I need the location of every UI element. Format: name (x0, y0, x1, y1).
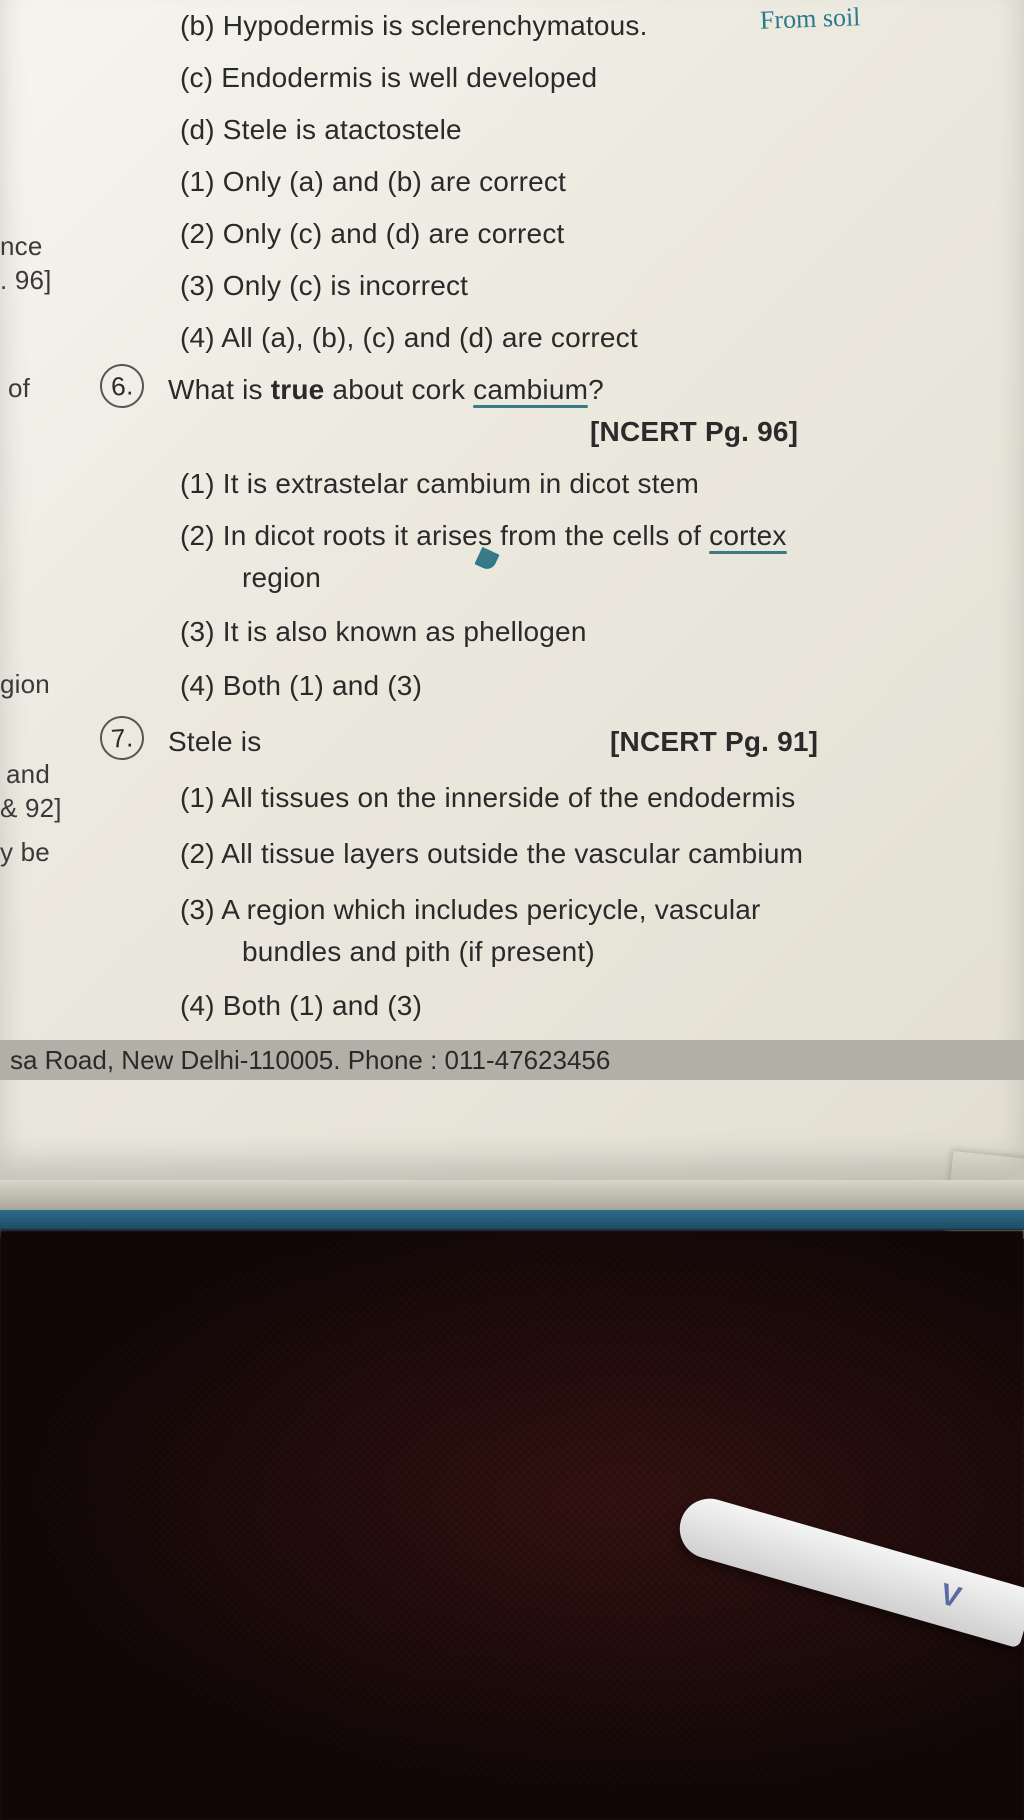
q7-option-2: (2) All tissue layers outside the vascul… (180, 836, 803, 871)
page-content: (b) Hypodermis is sclerenchymatous. From… (0, 0, 1024, 1180)
q7-option-3-line1: (3) A region which includes pericycle, v… (180, 892, 761, 927)
q6-o2-c: the cells of (557, 520, 709, 551)
q7-option-3-line2: bundles and pith (if present) (242, 934, 595, 969)
q6-stem-bold: true (271, 374, 325, 405)
page-stack-edge (0, 1180, 1024, 1210)
q7-option-4: (4) Both (1) and (3) (180, 988, 422, 1023)
q6-o2-a: (2) In dicot roots it (180, 520, 416, 551)
book-cover-edge (0, 1210, 1024, 1230)
q6-option-4: (4) Both (1) and (3) (180, 668, 422, 703)
q7-reference: [NCERT Pg. 91] (610, 724, 818, 759)
margin-cut-1a: nce (0, 230, 43, 263)
background-fabric (0, 1230, 1024, 1820)
q6-option-2-line2: region (242, 560, 321, 595)
q6-stem-part-c: about cork (324, 374, 473, 405)
scene-root: (b) Hypodermis is sclerenchymatous. From… (0, 0, 1024, 1820)
margin-cut-1b: . 96] (0, 264, 52, 297)
q6-stem-part-e: ? (588, 374, 604, 405)
q6-reference: [NCERT Pg. 96] (590, 414, 798, 449)
q5-option-2: (2) Only (c) and (d) are correct (180, 216, 565, 251)
margin-cut-and: and (6, 758, 50, 791)
q7-number-circle: 7. (100, 716, 158, 760)
footer-address-text: sa Road, New Delhi-110005. Phone : 011-4… (10, 1045, 610, 1076)
q6-option-3: (3) It is also known as phellogen (180, 614, 587, 649)
q6-option-2: (2) In dicot roots it arises from the ce… (180, 518, 787, 553)
q6-stem-part-a: What is (168, 374, 271, 405)
q7-stem: Stele is (168, 724, 261, 759)
circled-number-icon: 7. (99, 715, 146, 762)
q5-option-4: (4) All (a), (b), (c) and (d) are correc… (180, 320, 638, 355)
page: (b) Hypodermis is sclerenchymatous. From… (0, 0, 1024, 1180)
q6-o2-underlined-1: arises from (416, 520, 557, 551)
q6-stem: What is true about cork cambium? (168, 372, 604, 407)
q5-option-1: (1) Only (a) and (b) are correct (180, 164, 566, 199)
handwritten-annotation: From soil (760, 2, 861, 35)
footer-address-bar: sa Road, New Delhi-110005. Phone : 011-4… (0, 1040, 1024, 1080)
q5-option-3: (3) Only (c) is incorrect (180, 268, 468, 303)
q5-stmt-d: (d) Stele is atactostele (180, 112, 462, 147)
q5-stmt-b: (b) Hypodermis is sclerenchymatous. (180, 8, 648, 43)
q6-option-1: (1) It is extrastelar cambium in dicot s… (180, 466, 699, 501)
q7-option-1: (1) All tissues on the innerside of the … (180, 780, 795, 815)
circled-number-icon: 6. (99, 363, 146, 410)
q6-o2-underlined-2: cortex (709, 520, 786, 551)
margin-cut-of: of (8, 372, 30, 405)
margin-cut-gion: gion (0, 668, 50, 701)
q6-number-circle: 6. (100, 364, 158, 408)
q6-stem-underlined: cambium (473, 374, 588, 405)
margin-cut-92: & 92] (0, 792, 62, 825)
q5-stmt-c: (c) Endodermis is well developed (180, 60, 597, 95)
margin-cut-ybe: y be (0, 836, 50, 869)
